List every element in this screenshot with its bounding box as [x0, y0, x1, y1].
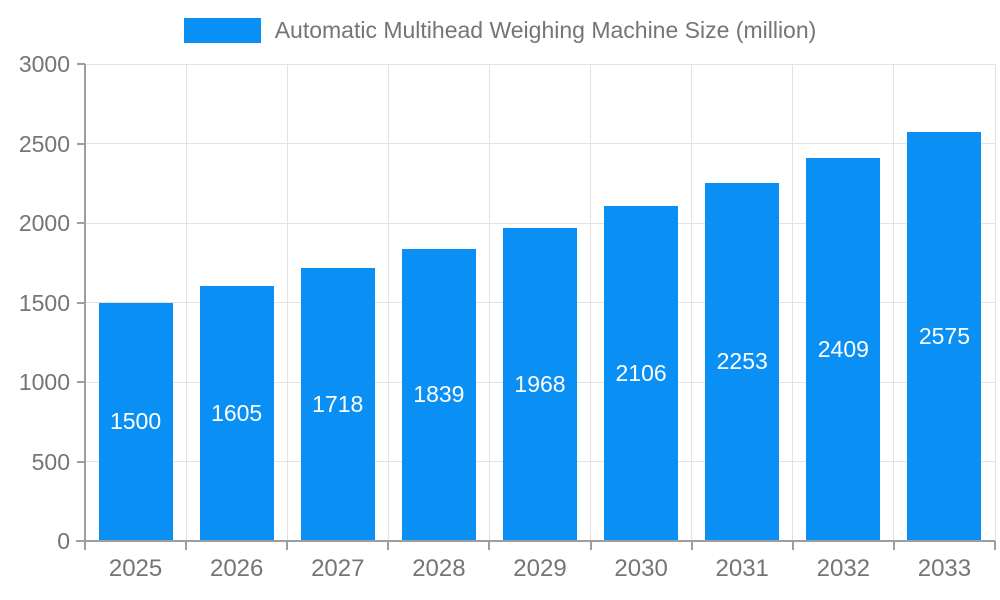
bar-value-label: 1968	[514, 371, 566, 398]
gridline-horizontal	[85, 63, 995, 65]
x-axis-tick	[286, 541, 289, 550]
x-axis-tick-label: 2026	[209, 555, 264, 582]
x-axis-tick-label: 2025	[108, 555, 163, 582]
bar-value-label: 2575	[918, 322, 971, 349]
legend-item[interactable]: Automatic Multihead Weighing Machine Siz…	[0, 14, 1000, 46]
y-axis-tick-label: 2000	[18, 210, 70, 236]
x-axis-tick-label: 2032	[816, 555, 871, 582]
y-axis-tick-label: 2500	[18, 130, 70, 157]
legend-label: Automatic Multihead Weighing Machine Siz…	[274, 16, 817, 43]
x-axis-tick	[185, 541, 188, 550]
gridline-vertical	[488, 64, 490, 541]
gridline-horizontal	[85, 222, 995, 224]
x-axis-tick	[589, 541, 592, 550]
x-axis-tick-label: 2033	[917, 555, 972, 582]
gridline-vertical	[387, 64, 389, 541]
bar[interactable]: 1839	[401, 248, 476, 541]
y-axis-tick	[77, 222, 85, 224]
x-axis-tick-label: 2029	[513, 555, 567, 582]
gridline-vertical	[994, 64, 996, 541]
gridline-vertical	[691, 64, 693, 541]
y-axis-tick	[77, 301, 85, 304]
x-axis-tick	[791, 541, 794, 550]
gridline-vertical	[185, 64, 187, 541]
x-axis-tick	[994, 541, 996, 550]
x-axis-tick-label: 2027	[311, 555, 365, 582]
bar[interactable]: 1605	[199, 285, 274, 541]
gridline-vertical	[893, 64, 895, 541]
y-axis-tick	[77, 460, 85, 463]
x-axis-tick	[690, 541, 693, 550]
y-axis-tick	[77, 63, 85, 65]
y-axis-tick-label: 500	[31, 448, 70, 475]
gridline-vertical	[792, 64, 794, 541]
bar-value-label: 1605	[211, 399, 263, 426]
bar[interactable]: 2409	[806, 157, 881, 541]
bar[interactable]: 2253	[705, 182, 780, 541]
gridline-vertical	[286, 64, 288, 541]
bar-value-label: 2409	[817, 335, 869, 362]
bar[interactable]: 2575	[907, 131, 982, 541]
y-axis-tick	[77, 142, 85, 145]
y-axis-tick-label: 0	[57, 528, 70, 554]
bar-value-label: 1839	[413, 381, 465, 408]
gridline-vertical	[590, 64, 592, 541]
x-axis-tick-label: 2031	[715, 555, 769, 582]
x-axis-tick-label: 2028	[412, 555, 466, 582]
x-axis-tick	[892, 541, 895, 550]
bar[interactable]: 1500	[98, 302, 173, 541]
y-axis-line	[84, 64, 86, 550]
x-axis-tick-label: 2030	[614, 555, 668, 582]
bar[interactable]: 1718	[300, 267, 375, 541]
bar[interactable]: 1968	[503, 228, 577, 541]
bar-value-label: 1718	[312, 390, 364, 417]
bar[interactable]: 2106	[604, 206, 679, 541]
x-axis-tick	[387, 541, 390, 550]
y-axis-tick	[77, 381, 85, 383]
y-axis-tick-label: 1500	[18, 289, 70, 316]
bar-value-label: 2253	[716, 348, 768, 375]
x-axis-tick	[488, 541, 491, 550]
y-axis-tick-label: 1000	[18, 369, 70, 395]
bar-value-label: 2106	[615, 360, 667, 387]
legend-swatch	[183, 17, 261, 43]
x-axis-line	[76, 540, 995, 542]
gridline-horizontal	[85, 143, 995, 144]
bar-value-label: 1500	[109, 408, 162, 435]
y-axis-tick-label: 3000	[18, 51, 70, 77]
